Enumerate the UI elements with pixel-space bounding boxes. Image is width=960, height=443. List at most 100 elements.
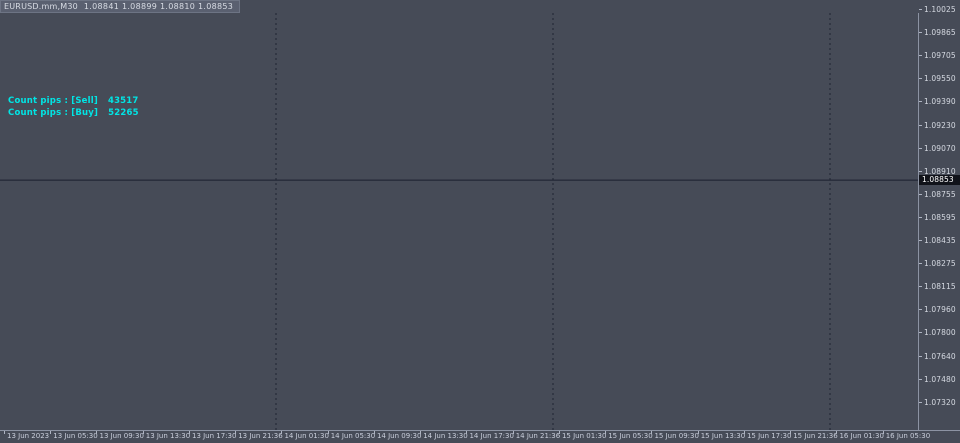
price-tick: 1.08595 [919, 213, 960, 223]
time-tick-label: 14 Jun 01:30 [284, 432, 329, 440]
symbol-ohlc-bar: EURUSD.mm,M30 1.08841 1.08899 1.08810 1.… [0, 0, 240, 13]
price-tick: 1.08275 [919, 259, 960, 269]
buy-pips-row: Count pips : [Buy] 52265 [8, 107, 139, 119]
price-tick: 1.09865 [919, 28, 960, 38]
time-tick-label: 14 Jun 21:36 [515, 432, 561, 440]
price-tick: 1.08910 [919, 167, 960, 177]
tick-dash [919, 55, 922, 57]
price-tick: 1.10025 [919, 5, 960, 15]
time-tick-dash [882, 431, 884, 434]
tick-dash [919, 263, 922, 265]
time-tick-label: 14 Jun 05:30 [330, 432, 376, 440]
tick-dash [919, 378, 922, 380]
time-tick-label: 13 Jun 2023 [7, 432, 50, 440]
tick-label: 1.08275 [924, 259, 956, 269]
chart-plot-area[interactable]: Count pips : [Sell] 43517 Count pips : [B… [0, 13, 918, 430]
time-tick-label: 14 Jun 17:30 [469, 432, 514, 440]
time-tick-label: 15 Jun 01:30 [561, 432, 607, 440]
time-axis[interactable]: 13 Jun 2023 13 Jun 05:30 13 Jun 09:30 13 Ju… [0, 430, 960, 443]
tick-label: 1.09070 [924, 143, 956, 153]
tick-label: 1.07480 [924, 374, 956, 384]
tick-dash [919, 147, 922, 149]
time-tick-label: 16 Jun 01:30 [839, 432, 884, 440]
grid-lines [0, 13, 918, 430]
tick-label: 1.07960 [924, 305, 956, 315]
time-tick-dash [235, 431, 237, 434]
time-tick-dash [743, 431, 745, 434]
time-tick-dash [50, 431, 52, 434]
price-tick: 1.08755 [919, 190, 960, 200]
time-tick-label: 14 Jun 09:30 [376, 432, 422, 440]
time-tick-dash [466, 431, 468, 434]
time-tick-dash [373, 431, 375, 434]
price-tick: 1.07320 [919, 398, 960, 408]
time-tick-dash [420, 431, 422, 434]
buy-pips-value: 52265 [108, 108, 139, 118]
tick-dash [919, 101, 922, 103]
time-tick-label: 14 Jun 13:30 [423, 432, 468, 440]
tick-dash [919, 332, 922, 334]
tick-dash [919, 309, 922, 311]
tick-label: 1.08115 [924, 282, 956, 292]
tick-dash [919, 9, 922, 10]
time-tick-dash [512, 431, 514, 434]
tick-label: 1.09865 [924, 28, 956, 38]
time-tick-label: 13 Jun 13:30 [145, 432, 191, 440]
time-tick-dash [651, 431, 653, 434]
symbol-label: EURUSD.mm,M30 [4, 2, 78, 11]
tick-dash [919, 355, 922, 357]
tick-label: 1.09390 [924, 97, 956, 107]
tick-label: 1.09705 [924, 51, 956, 61]
tick-dash [919, 286, 922, 288]
tick-dash [919, 216, 922, 218]
time-tick-label: 15 Jun 21:36 [793, 432, 838, 440]
time-tick-label: 15 Jun 05:30 [608, 432, 653, 440]
tick-dash [919, 124, 922, 126]
tick-label: 1.08435 [924, 236, 956, 245]
tick-label: 1.07320 [924, 397, 956, 407]
time-tick-dash [697, 431, 699, 434]
time-tick-label: 13 Jun 09:30 [99, 432, 144, 440]
price-tick: 1.08435 [919, 236, 960, 246]
time-tick-label: 13 Jun 05:30 [53, 432, 98, 440]
price-tick: 1.09550 [919, 74, 960, 84]
tick-label: 1.09550 [924, 74, 956, 84]
time-tick-label: 15 Jun 13:30 [700, 432, 746, 440]
time-tick-label: 15 Jun 17:30 [746, 432, 792, 440]
tick-label: 1.09230 [924, 120, 956, 130]
tick-label: 1.08910 [924, 166, 956, 176]
time-tick-dash [188, 431, 190, 434]
buy-pips-label: Count pips : [Buy] [8, 108, 99, 118]
price-tick: 1.08115 [919, 282, 960, 292]
tick-dash [919, 240, 922, 241]
time-tick-dash [4, 431, 5, 434]
price-axis[interactable]: 1.10025 1.09865 1.09705 1.09550 1.09390 1.092… [918, 5, 960, 430]
time-tick-label: 13 Jun 17:30 [191, 432, 237, 440]
tick-dash [919, 170, 922, 172]
time-tick-dash [790, 431, 792, 434]
time-tick-dash [558, 431, 560, 434]
pip-count-overlay: Count pips : [Sell] 43517 Count pips : [B… [8, 95, 139, 119]
price-tick: 1.07640 [919, 352, 960, 362]
tick-label: 1.07800 [924, 328, 956, 338]
tick-label: 1.10025 [924, 5, 956, 14]
sell-pips-value: 43517 [107, 96, 139, 106]
price-tick: 1.07960 [919, 305, 960, 315]
price-tick: 1.09230 [919, 121, 960, 131]
time-tick-dash [836, 431, 838, 434]
price-tick: 1.09070 [919, 144, 960, 154]
tick-dash [919, 401, 922, 403]
time-tick-dash [96, 431, 98, 434]
time-tick-label: 15 Jun 09:30 [654, 432, 699, 440]
price-tick: 1.07800 [919, 328, 960, 338]
tick-label: 1.07640 [924, 351, 956, 361]
time-tick-label: 16 Jun 05:30 [885, 432, 931, 440]
tick-label: 1.08595 [924, 212, 956, 222]
time-tick-dash [327, 431, 329, 434]
price-tick: 1.07480 [919, 375, 960, 385]
tick-dash [919, 32, 922, 34]
time-tick-dash [605, 431, 607, 434]
sell-pips-row: Count pips : [Sell] 43517 [8, 95, 139, 107]
sell-pips-label: Count pips : [Sell] [8, 96, 98, 106]
